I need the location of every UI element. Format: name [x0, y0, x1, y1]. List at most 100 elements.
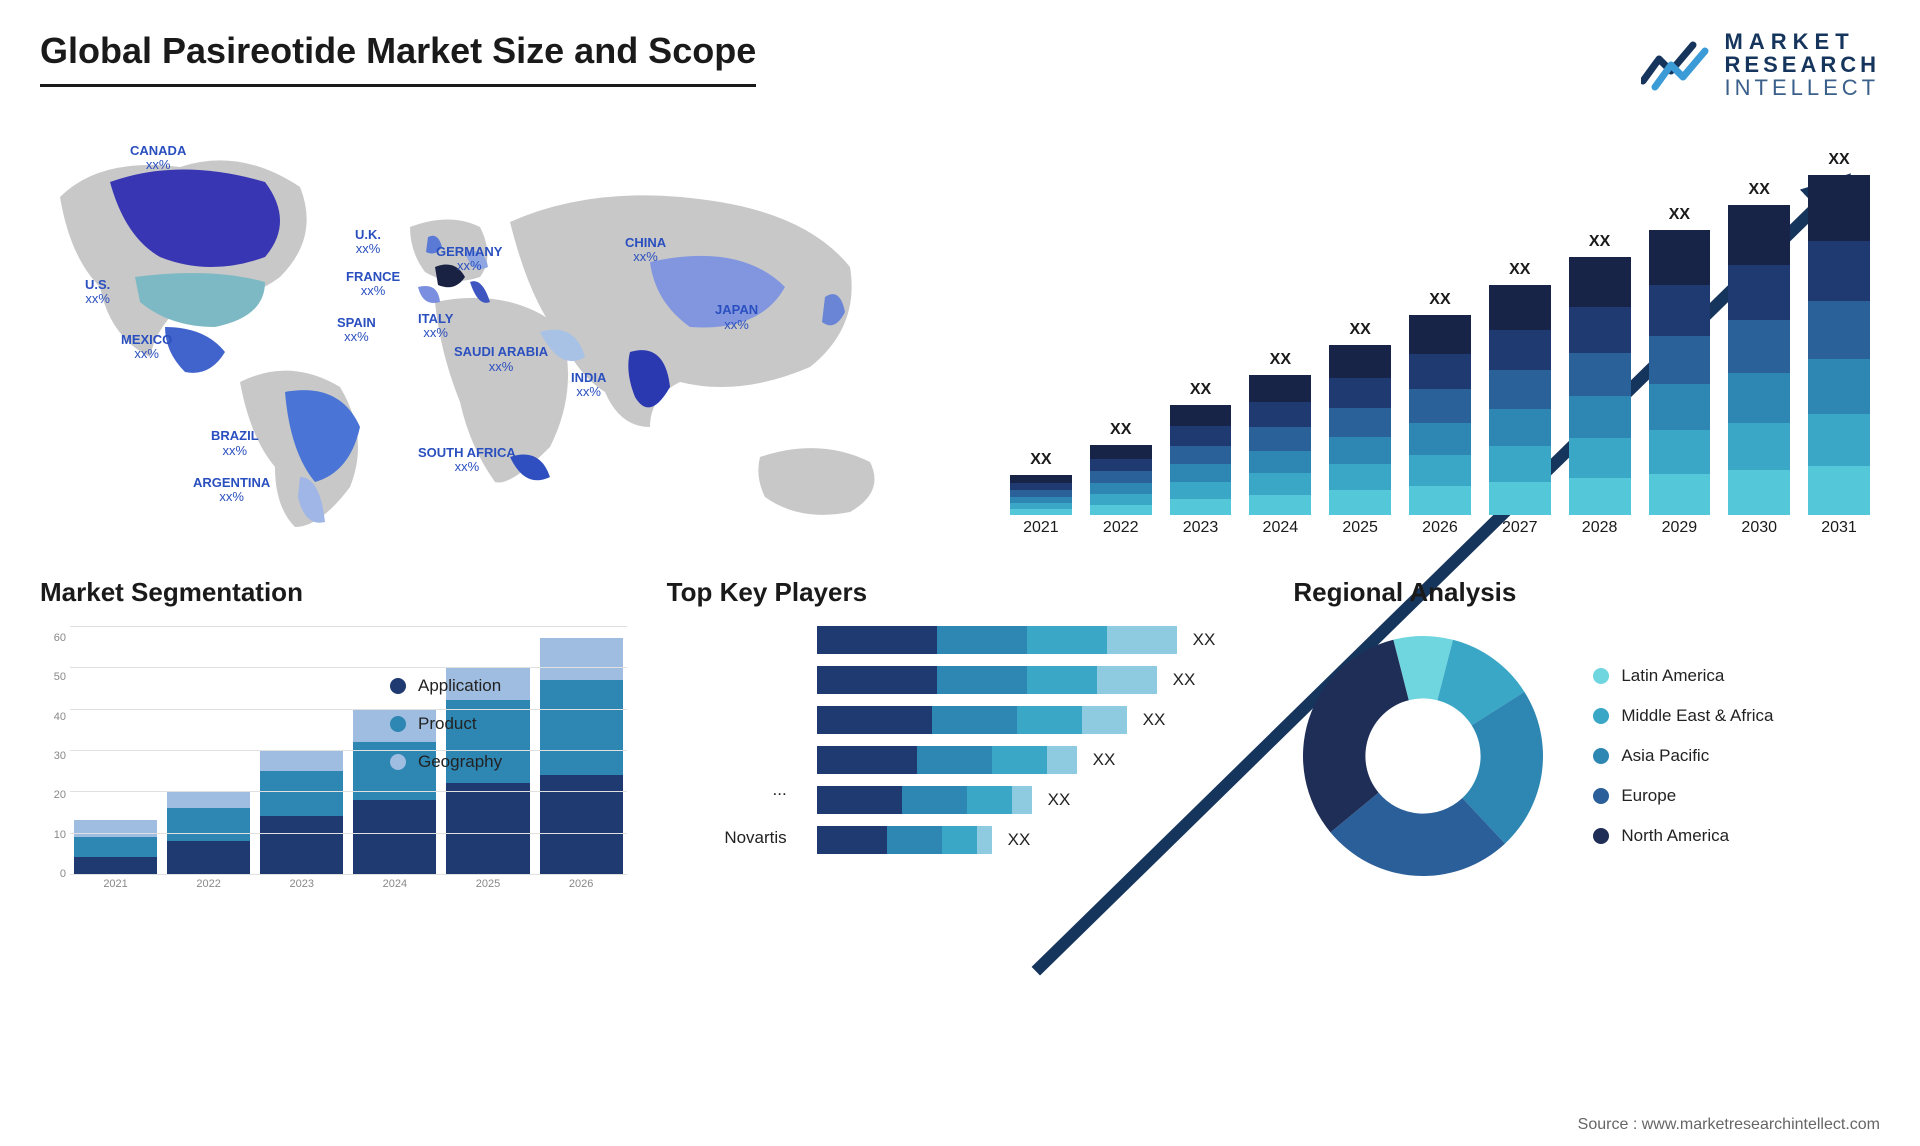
- trend-seg: [1808, 301, 1870, 359]
- legend-label: Product: [418, 714, 477, 734]
- trend-xtick: 2027: [1489, 519, 1551, 547]
- player-bar: [817, 786, 1032, 814]
- trend-seg: [1090, 494, 1152, 505]
- trend-seg: [1728, 373, 1790, 423]
- player-name: Novartis: [667, 828, 787, 848]
- player-seg: [887, 826, 942, 854]
- player-value-label: XX: [1008, 830, 1031, 850]
- seg-seg: [260, 816, 343, 874]
- trend-xtick: 2029: [1649, 519, 1711, 547]
- world-map: [40, 127, 940, 547]
- seg-seg: [260, 750, 343, 771]
- trend-seg: [1489, 285, 1551, 330]
- legend-label: Middle East & Africa: [1621, 706, 1773, 726]
- trend-seg: [1649, 474, 1711, 515]
- trend-seg: [1569, 396, 1631, 438]
- player-value-label: XX: [1048, 790, 1071, 810]
- map-label-italy: ITALYxx%: [418, 312, 453, 341]
- trend-seg: [1808, 414, 1870, 466]
- trend-value-label: XX: [1249, 351, 1311, 369]
- player-bar: [817, 666, 1157, 694]
- seg-legend-item: Geography: [390, 752, 502, 772]
- player-row: XX: [817, 746, 1254, 774]
- trend-seg: [1649, 230, 1711, 285]
- seg-seg: [540, 638, 623, 679]
- map-label-france: FRANCExx%: [346, 270, 400, 299]
- trend-seg: [1728, 320, 1790, 373]
- player-seg: [1107, 626, 1177, 654]
- trend-seg: [1649, 336, 1711, 384]
- trend-seg: [1170, 446, 1232, 465]
- seg-xtick: 2026: [540, 878, 623, 896]
- map-label-japan: JAPANxx%: [715, 303, 758, 332]
- seg-gridline: [70, 626, 627, 627]
- trend-seg: [1010, 490, 1072, 497]
- player-seg: [817, 706, 932, 734]
- regional-legend: Latin America Middle East & Africa Asia Pa…: [1593, 666, 1773, 846]
- legend-dot-icon: [1593, 668, 1609, 684]
- trend-xtick: 2025: [1329, 519, 1391, 547]
- trend-seg: [1569, 307, 1631, 353]
- seg-legend-item: Product: [390, 714, 502, 734]
- trend-xtick: 2031: [1808, 519, 1870, 547]
- trend-col-2026: XX: [1409, 315, 1471, 515]
- trend-seg: [1329, 490, 1391, 515]
- trend-seg: [1249, 402, 1311, 427]
- trend-xtick: 2024: [1249, 519, 1311, 547]
- trend-seg: [1489, 370, 1551, 409]
- player-seg: [1027, 626, 1107, 654]
- player-value-label: XX: [1193, 630, 1216, 650]
- trend-seg: [1728, 265, 1790, 320]
- trend-seg: [1409, 423, 1471, 455]
- trend-seg: [1489, 446, 1551, 481]
- trend-seg: [1249, 473, 1311, 494]
- player-bar: [817, 826, 992, 854]
- player-value-label: XX: [1173, 670, 1196, 690]
- players-title: Top Key Players: [667, 577, 1254, 608]
- seg-col-2026: [540, 638, 623, 874]
- trend-col-2024: XX: [1249, 375, 1311, 515]
- legend-label: Europe: [1621, 786, 1676, 806]
- map-label-us: U.S.xx%: [85, 278, 110, 307]
- player-seg: [817, 666, 937, 694]
- trend-seg: [1409, 315, 1471, 354]
- region-legend-item: North America: [1593, 826, 1773, 846]
- region-legend-item: Latin America: [1593, 666, 1773, 686]
- seg-seg: [353, 800, 436, 874]
- player-seg: [1047, 746, 1077, 774]
- trend-value-label: XX: [1329, 321, 1391, 339]
- trend-seg: [1569, 353, 1631, 397]
- trend-value-label: XX: [1489, 261, 1551, 279]
- seg-gridline: [70, 709, 627, 710]
- map-label-germany: GERMANYxx%: [436, 245, 502, 274]
- region-legend-item: Middle East & Africa: [1593, 706, 1773, 726]
- trend-seg: [1170, 499, 1232, 515]
- trend-value-label: XX: [1649, 206, 1711, 224]
- seg-legend-item: Application: [390, 676, 502, 696]
- trend-col-2027: XX: [1489, 285, 1551, 515]
- trend-col-2023: XX: [1170, 405, 1232, 515]
- legend-dot-icon: [1593, 708, 1609, 724]
- player-seg: [817, 746, 917, 774]
- seg-xtick: 2023: [260, 878, 343, 896]
- logo-line1: MARKET: [1725, 30, 1880, 53]
- trend-seg: [1170, 482, 1232, 499]
- player-seg: [942, 826, 977, 854]
- seg-col-2021: [74, 820, 157, 874]
- player-seg: [977, 826, 992, 854]
- trend-seg: [1649, 285, 1711, 336]
- trend-seg: [1090, 459, 1152, 471]
- legend-label: Asia Pacific: [1621, 746, 1709, 766]
- seg-gridline: [70, 791, 627, 792]
- trend-seg: [1808, 241, 1870, 301]
- seg-ytick: 50: [40, 671, 66, 683]
- seg-gridline: [70, 833, 627, 834]
- trend-seg: [1409, 389, 1471, 423]
- logo-mark-icon: [1641, 37, 1711, 93]
- player-seg: [937, 666, 1027, 694]
- player-seg: [967, 786, 1012, 814]
- trend-seg: [1010, 483, 1072, 490]
- trend-seg: [1249, 427, 1311, 451]
- player-seg: [932, 706, 1017, 734]
- source-caption: Source : www.marketresearchintellect.com: [1578, 1116, 1880, 1134]
